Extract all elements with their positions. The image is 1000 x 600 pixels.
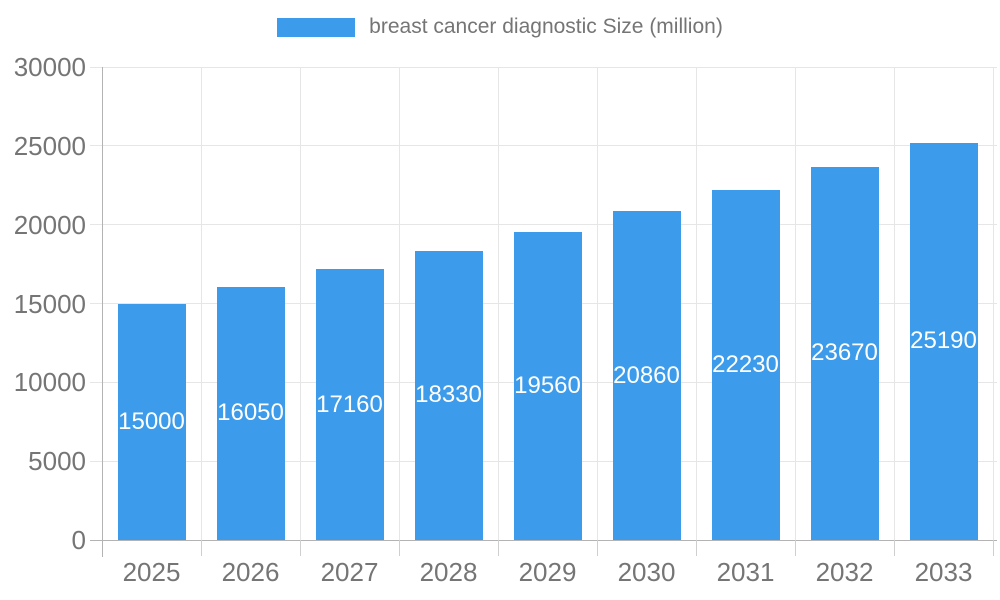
x-axis-tick [893,540,895,556]
bar-2027[interactable] [315,269,384,540]
x-gridline [695,67,697,540]
x-axis-baseline [90,539,997,541]
y-axis-label: 25000 [13,130,86,161]
x-axis-tick [398,540,400,556]
y-axis-label: 20000 [13,209,86,240]
x-gridline [794,67,796,540]
y-axis-label: 5000 [28,446,86,477]
plot-area: 0 5000 10000 15000 20000 25000 30000 15000 2025 1… [14,53,997,586]
legend-label: breast cancer diagnostic Size (million) [369,15,723,38]
x-axis-tick [596,540,598,556]
x-axis-label: 2027 [320,557,379,587]
x-axis-tick [695,540,697,556]
y-axis-label: 15000 [13,288,86,319]
bar-2026[interactable] [216,286,285,540]
y-gridline [90,66,997,68]
x-gridline [200,67,202,540]
bar-2030[interactable] [612,211,681,540]
x-gridline [596,67,598,540]
x-axis-label: 2026 [221,557,280,587]
y-axis-line [101,67,103,557]
bar-value-label: 16050 [217,399,284,427]
legend-swatch [277,17,356,37]
x-gridline [497,67,499,540]
bar-2029[interactable] [513,231,582,540]
x-gridline [992,67,994,540]
y-axis-label: 30000 [13,52,86,82]
x-axis-tick [299,540,301,556]
bar-value-label: 20860 [613,361,680,389]
x-gridline [893,67,895,540]
chart-legend[interactable]: breast cancer diagnostic Size (million) [0,14,1000,40]
bar-value-label: 23670 [811,339,878,367]
y-gridline [90,145,997,147]
x-gridline [299,67,301,540]
bar-value-label: 18330 [415,381,482,409]
bar-2028[interactable] [414,250,483,540]
bar-2032[interactable] [810,166,879,540]
x-axis-label: 2028 [419,557,478,587]
x-axis-label: 2031 [716,557,775,587]
bar-2025[interactable] [117,303,186,540]
x-axis-tick [497,540,499,556]
x-axis-tick [200,540,202,556]
bar-value-label: 19560 [514,371,581,399]
x-axis-label: 2025 [122,557,181,587]
x-axis-label: 2033 [914,557,973,587]
y-axis-label: 0 [71,525,86,555]
y-axis-label: 10000 [13,367,86,398]
y-gridline [90,224,997,226]
bar-value-label: 25190 [910,327,977,355]
x-axis-label: 2030 [617,557,676,587]
bar-value-label: 15000 [118,407,185,435]
x-axis-tick [794,540,796,556]
bar-2033[interactable] [909,142,978,540]
x-axis-label: 2029 [518,557,577,587]
bar-value-label: 22230 [712,350,779,378]
x-axis-label: 2032 [815,557,874,587]
bar-2031[interactable] [711,189,780,540]
x-gridline [398,67,400,540]
bar-value-label: 17160 [316,390,383,418]
x-axis-tick [992,540,994,556]
